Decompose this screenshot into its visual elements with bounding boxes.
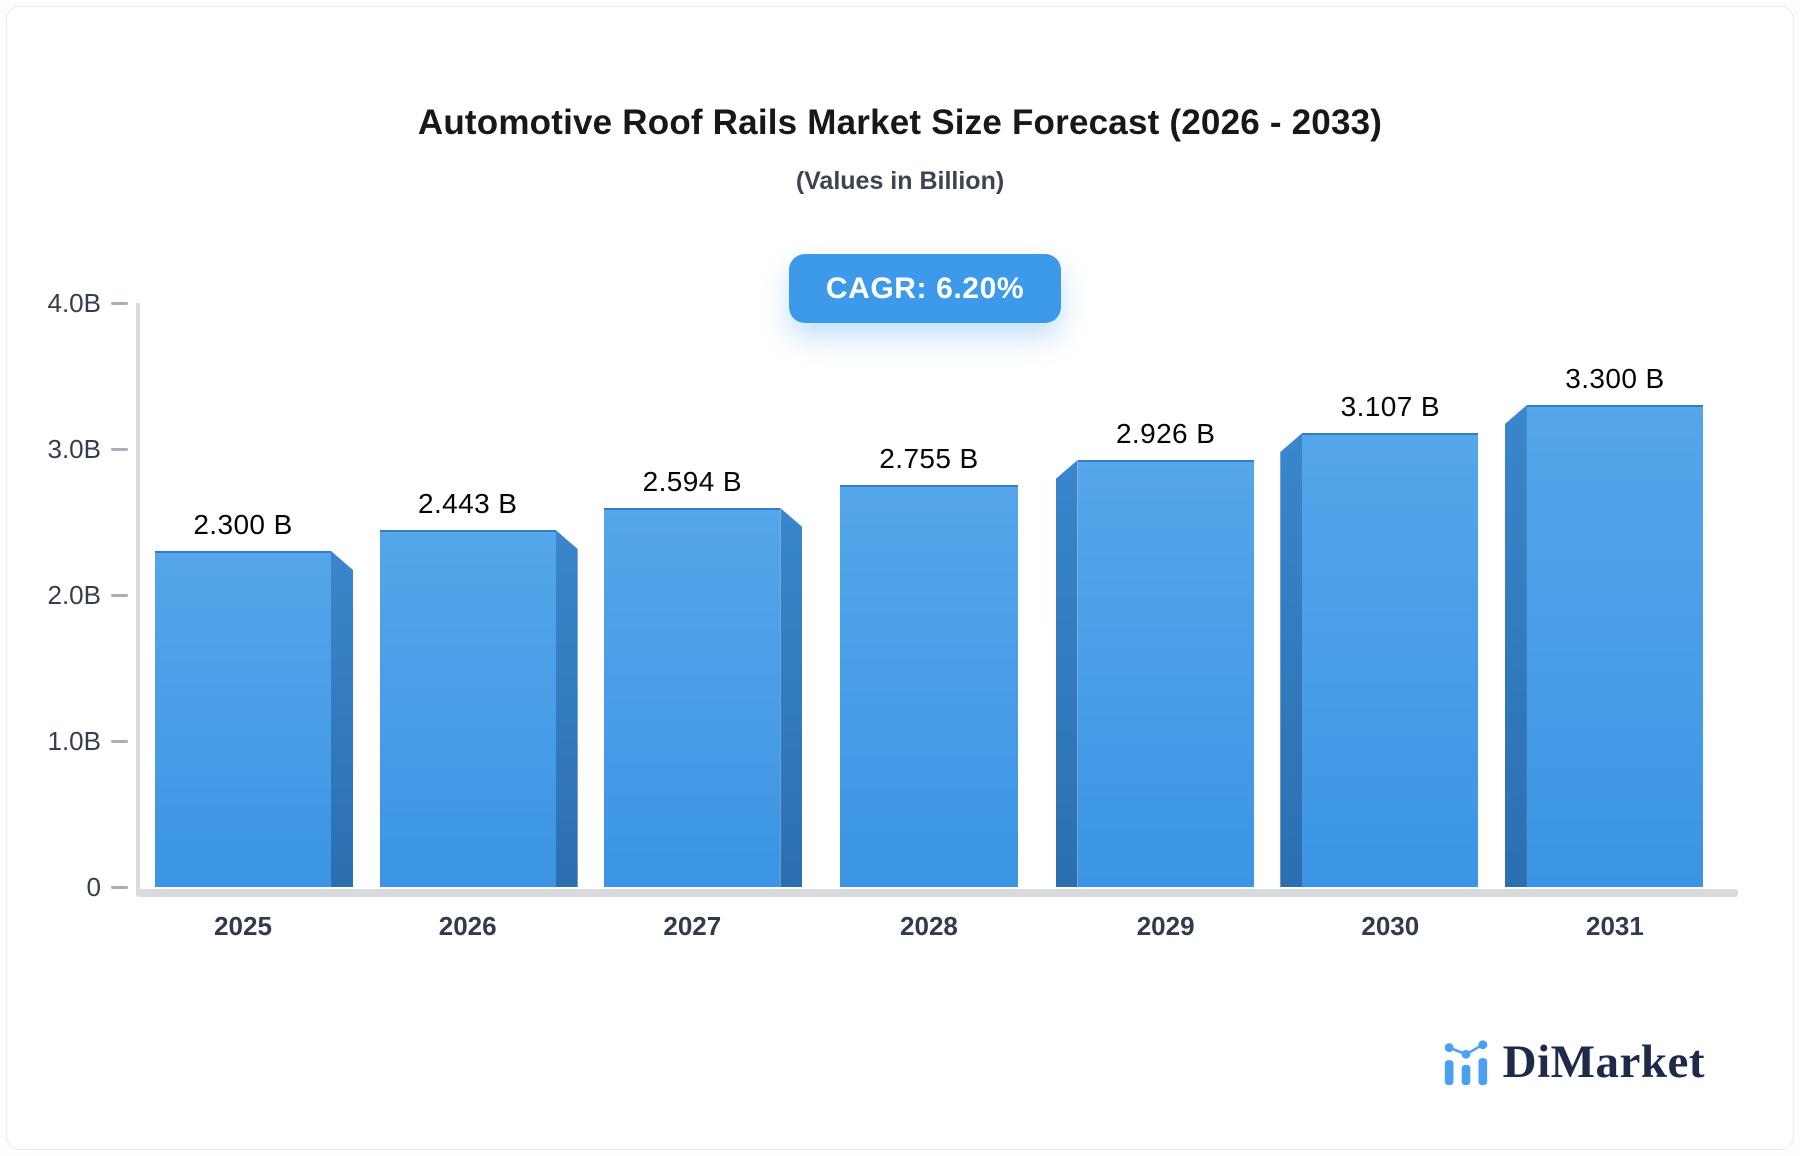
- bar-slot: 3.300 B 2031: [1503, 303, 1703, 941]
- bar-value-label: 2.755 B: [879, 443, 979, 474]
- chart-card: Automotive Roof Rails Market Size Foreca…: [6, 6, 1794, 1150]
- bar-slot: 2.594 B 2027: [604, 303, 804, 941]
- bar-value-label: 3.107 B: [1340, 391, 1440, 422]
- x-tick-label: 2025: [214, 911, 272, 941]
- cagr-badge: CAGR: 6.20%: [789, 254, 1061, 323]
- plot-area: 2.300 B 2025 2.443 B 2026 2.594 B 2027 2.755 B…: [155, 303, 1703, 941]
- bar-3d-side: [1280, 433, 1303, 887]
- brand-logo: DiMarket: [1441, 1035, 1705, 1089]
- y-tick-label: 2.0B: [47, 580, 102, 610]
- bar-3d-side: [555, 530, 578, 887]
- bar-value-label: 2.300 B: [193, 509, 293, 540]
- y-tick-mark: [111, 448, 128, 451]
- bar: [379, 530, 556, 887]
- chart-title: Automotive Roof Rails Market Size Foreca…: [417, 103, 1383, 142]
- y-tick-mark: [111, 886, 128, 889]
- bar-3d-side: [780, 508, 803, 887]
- y-tick-mark: [111, 594, 128, 597]
- x-tick-label: 2029: [1136, 911, 1195, 941]
- bar-slot: 3.107 B 2030: [1278, 303, 1479, 941]
- bar-slot: 2.443 B 2026: [379, 303, 580, 941]
- chart-subtitle: (Values in Billion): [795, 167, 1005, 195]
- bar: [839, 485, 1018, 887]
- y-tick-mark: [111, 302, 128, 305]
- brand-name: DiMarket: [1502, 1036, 1705, 1088]
- y-tick-label: 3.0B: [47, 434, 102, 464]
- x-tick-label: 2027: [663, 911, 722, 941]
- bar-3d-side: [331, 551, 353, 887]
- bar: [1077, 460, 1254, 887]
- bar-slot: 2.755 B 2028: [829, 303, 1029, 941]
- x-axis-line: [136, 889, 1738, 897]
- bar-3d-side: [1504, 405, 1527, 887]
- cagr-label: CAGR: 6.20%: [825, 271, 1025, 305]
- bar: [155, 551, 331, 887]
- bar-line-chart-icon: [1444, 1040, 1487, 1086]
- bar: [1526, 405, 1703, 887]
- bar-value-label: 2.926 B: [1115, 418, 1216, 449]
- bar: [1302, 433, 1479, 887]
- bar-value-label: 2.443 B: [417, 488, 518, 519]
- x-tick-label: 2028: [900, 911, 958, 941]
- bar-value-label: 2.594 B: [642, 466, 742, 497]
- y-tick-mark: [111, 740, 128, 743]
- bar-slot: 2.926 B 2029: [1054, 303, 1254, 941]
- bar-slot: 2.300 B 2025: [155, 303, 355, 941]
- y-tick-label: 1.0B: [47, 726, 102, 756]
- y-axis-line: [136, 303, 140, 891]
- y-tick-label: 4.0B: [47, 288, 102, 318]
- bar: [604, 508, 781, 887]
- x-tick-label: 2026: [438, 911, 497, 941]
- x-tick-label: 2030: [1361, 911, 1420, 941]
- y-tick-label: 0: [86, 872, 101, 902]
- bar-3d-side: [1055, 460, 1078, 887]
- bar-value-label: 3.300 B: [1565, 363, 1665, 394]
- x-tick-label: 2031: [1586, 911, 1644, 941]
